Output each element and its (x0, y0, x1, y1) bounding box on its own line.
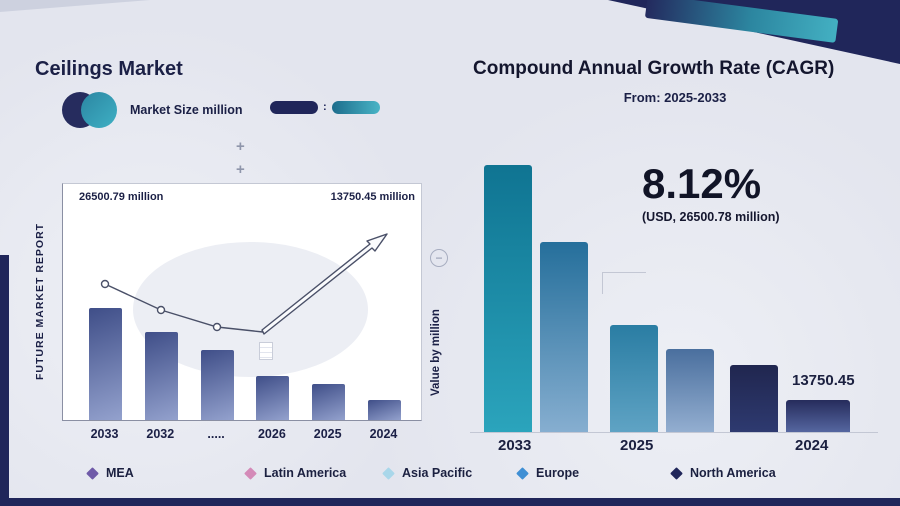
bar-group-2025 (610, 165, 714, 432)
legend-item-north-america: North America (670, 466, 776, 480)
legend-label: Latin America (264, 466, 347, 480)
bar (312, 384, 346, 420)
value-by-million-label: Value by million (430, 309, 442, 397)
diamond-icon (670, 466, 683, 480)
sphere-icon-teal-circle (81, 92, 117, 128)
minus-icon: − (430, 249, 448, 267)
bar (367, 400, 401, 420)
bar (484, 165, 532, 432)
max-value-annotation: 26500.79 million (79, 191, 164, 203)
left-chart-x-axis: 2033 2032 ..... 2026 2025 2024 (80, 427, 408, 441)
bar-group-2024 (730, 165, 850, 432)
teal-pill (331, 101, 380, 114)
data-label-13750: 13750.45 (792, 372, 855, 389)
document-icon (259, 342, 273, 360)
min-value-annotation: 13750.45 million (330, 191, 415, 203)
left-bar-chart: 26500.79 million 13750.45 million (62, 183, 422, 421)
cagr-subtitle: From: 2025-2033 (623, 90, 727, 105)
bar (200, 350, 234, 420)
x-tick-label: 2033 (90, 427, 119, 441)
x-tick-label: 2033 (498, 437, 532, 454)
left-edge-bar (0, 255, 9, 506)
x-tick-label: 2024 (369, 427, 398, 441)
plus-icon: + (236, 161, 245, 178)
bar (144, 332, 178, 420)
legend-item-europe: Europe (516, 466, 580, 480)
left-chart-bars (81, 220, 409, 420)
x-tick-label: 2032 (146, 427, 175, 441)
cagr-value: 8.12% (642, 160, 762, 207)
bar (730, 365, 778, 432)
pill-decoration: : (270, 101, 380, 114)
legend-item-latin-america: Latin America (244, 466, 347, 480)
future-market-report-label: FUTURE MARKET REPORT (34, 222, 46, 380)
legend-item-asia-pacific: Asia Pacific (382, 466, 473, 480)
bar (666, 349, 714, 432)
legend-label: Europe (536, 466, 580, 480)
legend-label: Asia Pacific (402, 466, 473, 480)
diamond-icon (516, 466, 529, 480)
diamond-icon (86, 466, 99, 480)
navy-pill (270, 101, 318, 114)
sphere-icon (62, 92, 118, 128)
bar-group-2033 (484, 165, 588, 432)
bar (540, 242, 588, 432)
legend-label: MEA (106, 466, 134, 480)
step-decoration (602, 272, 646, 294)
bar (256, 376, 290, 420)
diamond-icon (382, 466, 395, 480)
x-tick-label: 2024 (795, 437, 829, 454)
x-tick-label: 2025 (620, 437, 654, 454)
x-tick-label: 2025 (313, 427, 342, 441)
bar (89, 308, 122, 420)
legend-item-mea: MEA (86, 466, 134, 480)
bar (786, 399, 850, 432)
plus-icon: + (236, 138, 245, 155)
x-tick-label: 2026 (257, 427, 286, 441)
cagr-title: Compound Annual Growth Rate (CAGR) (473, 58, 835, 79)
x-tick-label: ..... (207, 427, 225, 441)
market-size-legend-label: Market Size million (130, 103, 243, 117)
corner-decor-top-left (0, 0, 150, 12)
diamond-icon (244, 466, 257, 480)
legend-label: North America (690, 466, 776, 480)
cagr-note: (USD, 26500.78 million) (642, 210, 780, 224)
right-bar-chart (470, 165, 880, 432)
right-chart-baseline (470, 432, 878, 433)
bar (610, 325, 658, 432)
left-chart-title: Ceilings Market (35, 58, 183, 80)
colon-separator: : (323, 101, 327, 113)
bottom-edge-bar (0, 498, 900, 506)
market-size-legend: Market Size million (62, 92, 243, 128)
